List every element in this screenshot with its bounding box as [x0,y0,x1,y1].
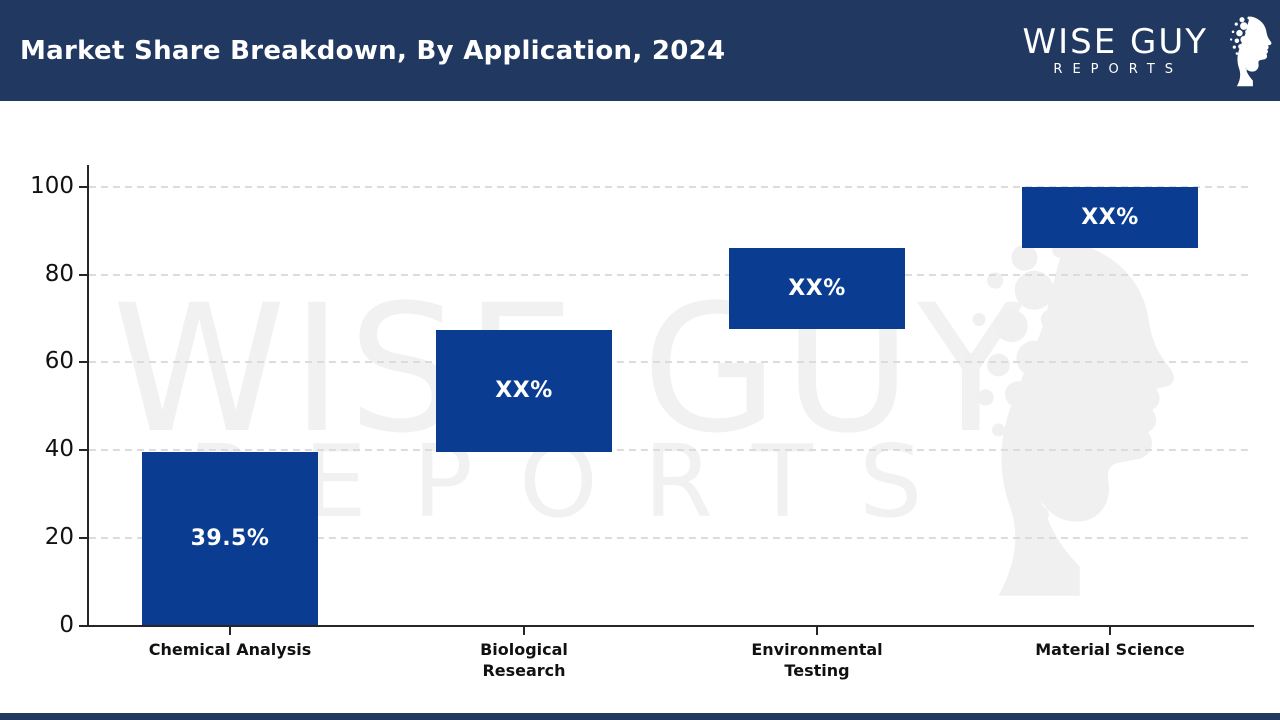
y-gridline [89,449,1253,452]
y-gridline [89,273,1253,276]
y-tick-label: 20 [44,523,74,550]
x-category-label: Material Science [1035,640,1185,659]
bar-value-label: 39.5% [190,526,270,552]
logo-wordmark: WISE GUY [1022,21,1208,62]
header-bar: Market Share Breakdown, By Application, … [0,0,1280,101]
y-tick [79,361,88,364]
logo-subtitle: REPORTS [1053,62,1184,78]
bar-value-label: XX% [495,378,553,404]
y-tick [79,273,88,276]
bar-segment: XX% [729,248,905,330]
y-tick [79,449,88,452]
page-title: Market Share Breakdown, By Application, … [20,35,726,66]
bar-value-label: XX% [1081,205,1139,231]
y-tick [79,624,88,627]
y-gridline [89,361,1253,364]
x-tick [229,627,231,635]
logo-head-icon [1229,15,1272,86]
x-category-label: Biological Research [480,640,568,680]
y-tick-label: 60 [44,348,74,375]
x-tick [523,627,525,635]
y-tick-label: 0 [59,611,74,638]
x-axis-spine [87,625,1254,627]
x-tick [1109,627,1111,635]
x-category-label: Environmental Testing [751,640,883,680]
bar-segment: XX% [1022,187,1198,249]
bar-value-label: XX% [788,276,846,302]
footer-bar [0,713,1280,720]
y-tick [79,186,88,188]
y-tick [79,536,88,539]
x-tick [816,627,818,635]
y-tick-label: 100 [30,173,74,199]
bar-segment: 39.5% [142,452,318,626]
logo-text: WISE GUY REPORTS [1022,21,1208,78]
y-axis-spine [87,165,89,627]
bar-segment: XX% [436,329,612,453]
y-gridline [89,536,1253,539]
wise-guy-logo: WISE GUY REPORTS [1022,7,1274,95]
y-tick-label: 40 [44,436,74,463]
y-tick-label: 80 [44,260,74,287]
y-gridline [89,186,1253,188]
x-category-label: Chemical Analysis [148,640,312,659]
